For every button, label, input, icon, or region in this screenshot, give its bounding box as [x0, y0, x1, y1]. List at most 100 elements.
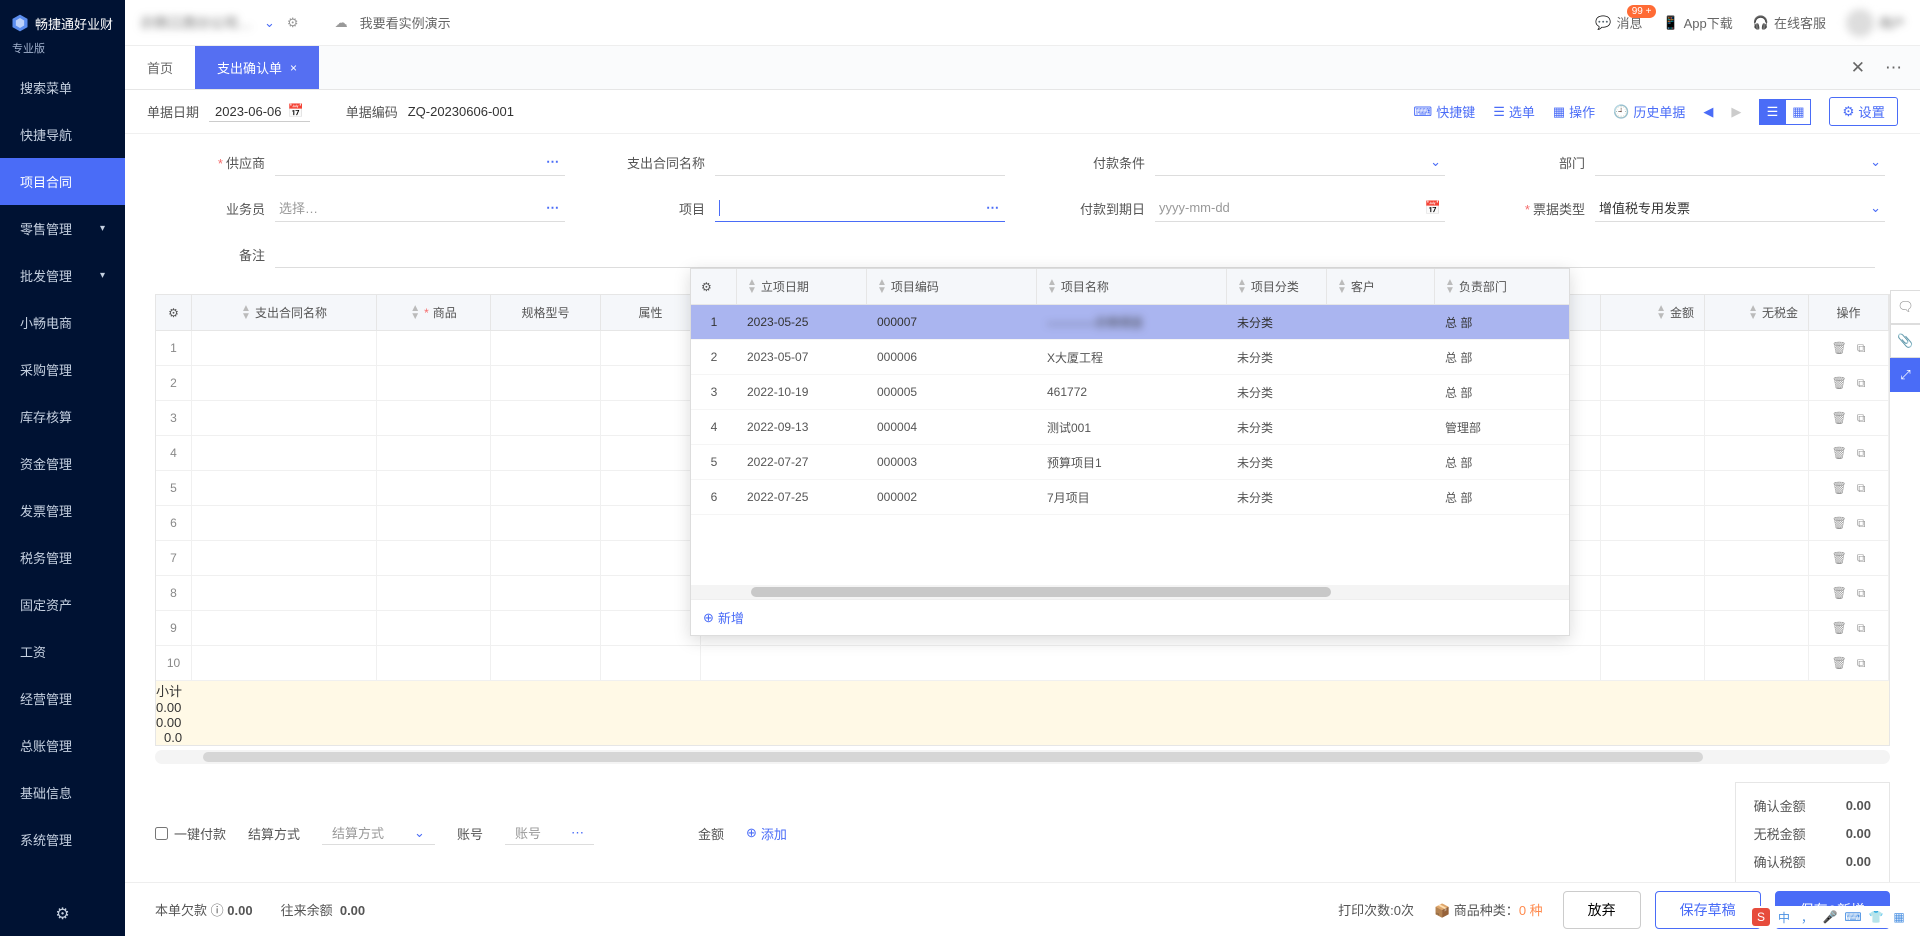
save-draft-button[interactable]: 保存草稿 — [1655, 891, 1761, 929]
paydue-input[interactable]: yyyy-mm-dd📅 — [1155, 194, 1445, 222]
sidebar-item-13[interactable]: 经营管理 — [0, 675, 125, 722]
nav-prev-icon[interactable]: ◀ — [1703, 104, 1713, 120]
salesman-input[interactable]: 选择…⋯ — [275, 194, 565, 222]
sidebar-item-12[interactable]: 工资 — [0, 628, 125, 675]
onekey-pay-checkbox[interactable]: 一键付款 — [155, 824, 226, 843]
col-attr-label[interactable]: 属性 — [638, 304, 662, 321]
sidebar-item-7[interactable]: 库存核算 — [0, 393, 125, 440]
grid-horizontal-scrollbar[interactable] — [155, 750, 1890, 764]
row-copy-icon[interactable]: ⧉ — [1857, 586, 1866, 601]
grid-settings-icon[interactable]: ⚙ — [156, 295, 192, 330]
row-copy-icon[interactable]: ⧉ — [1857, 656, 1866, 671]
row-copy-icon[interactable]: ⧉ — [1857, 411, 1866, 426]
popup-horizontal-scrollbar[interactable] — [691, 585, 1569, 599]
rail-comment-icon[interactable]: 🗨 — [1890, 290, 1920, 324]
nav-next-icon[interactable]: ▶ — [1731, 104, 1741, 120]
lookup-icon[interactable]: ⋯ — [986, 200, 1001, 216]
row-copy-icon[interactable]: ⧉ — [1857, 376, 1866, 391]
dept-select[interactable]: ⌄ — [1595, 148, 1885, 176]
chevron-down-icon[interactable]: ⌄ — [1870, 154, 1881, 170]
table-row[interactable]: 10🗑⧉ — [156, 646, 1889, 681]
row-copy-icon[interactable]: ⧉ — [1857, 516, 1866, 531]
sidebar-item-14[interactable]: 总账管理 — [0, 722, 125, 769]
doc-date-input[interactable]: 2023-06-06 📅 — [209, 101, 310, 122]
row-delete-icon[interactable]: 🗑 — [1832, 621, 1847, 635]
user-avatar[interactable]: 用户 — [1846, 9, 1905, 37]
col-goods-label[interactable]: 商品 — [433, 304, 457, 321]
row-copy-icon[interactable]: ⧉ — [1857, 446, 1866, 461]
project-option-row[interactable]: 62022-07-250000027月项目未分类总 部 — [691, 480, 1569, 515]
popup-col-dept[interactable]: 负责部门 — [1459, 278, 1507, 295]
project-option-row[interactable]: 42022-09-13000004测试001未分类管理部 — [691, 410, 1569, 445]
popup-col-name[interactable]: 项目名称 — [1061, 278, 1109, 295]
chevron-down-icon[interactable]: ⌄ — [1870, 200, 1881, 216]
tab-close-icon[interactable]: × — [290, 61, 297, 75]
sidebar-item-9[interactable]: 发票管理 — [0, 487, 125, 534]
project-option-row[interactable]: 32022-10-19000005461772未分类总 部 — [691, 375, 1569, 410]
ime-logo-icon[interactable]: S — [1752, 908, 1770, 926]
ime-keyboard-icon[interactable]: ⌨ — [1844, 908, 1862, 926]
view-list-button[interactable]: ☰ — [1759, 99, 1785, 125]
sidebar-item-16[interactable]: 系统管理 — [0, 816, 125, 863]
tab-expense-confirm[interactable]: 支出确认单 × — [195, 46, 319, 89]
online-service-button[interactable]: 🎧 在线客服 — [1753, 13, 1826, 32]
row-delete-icon[interactable]: 🗑 — [1832, 656, 1847, 670]
sidebar-item-0[interactable]: 搜索菜单 — [0, 64, 125, 111]
project-option-row[interactable]: 12023-05-25000007————示例项目未分类总 部 — [691, 305, 1569, 340]
row-delete-icon[interactable]: 🗑 — [1832, 411, 1847, 425]
col-amount-label[interactable]: 金额 — [1670, 304, 1694, 321]
sidebar-item-2[interactable]: 项目合同 — [0, 158, 125, 205]
onekey-pay-input[interactable] — [155, 827, 168, 840]
sidebar-item-15[interactable]: 基础信息 — [0, 769, 125, 816]
sidebar-item-3[interactable]: 零售管理▾ — [0, 205, 125, 252]
tab-home[interactable]: 首页 — [125, 46, 195, 89]
row-delete-icon[interactable]: 🗑 — [1832, 516, 1847, 530]
settle-method-select[interactable]: 结算方式⌄ — [322, 821, 435, 845]
ime-lang-icon[interactable]: 中 — [1775, 908, 1793, 926]
discard-button[interactable]: 放弃 — [1563, 891, 1641, 929]
row-delete-icon[interactable]: 🗑 — [1832, 586, 1847, 600]
row-copy-icon[interactable]: ⧉ — [1857, 621, 1866, 636]
rail-attachment-icon[interactable]: 📎 — [1890, 324, 1920, 358]
ime-toolbar[interactable]: S 中 ， 🎤 ⌨ 👕 ▦ — [1746, 906, 1914, 928]
history-link[interactable]: 🕘历史单据 — [1613, 102, 1685, 121]
company-name[interactable]: 示例江西分公司… — [140, 13, 252, 33]
ime-skin-icon[interactable]: 👕 — [1867, 908, 1885, 926]
select-bill-link[interactable]: ☰选单 — [1493, 102, 1535, 121]
operations-link[interactable]: ▦操作 — [1553, 102, 1595, 121]
row-copy-icon[interactable]: ⧉ — [1857, 551, 1866, 566]
contract-name-input[interactable] — [715, 148, 1005, 176]
popup-col-date[interactable]: 立项日期 — [761, 278, 809, 295]
rail-expand-icon[interactable]: ⤢ — [1890, 358, 1920, 392]
row-copy-icon[interactable]: ⧉ — [1857, 341, 1866, 356]
sidebar-item-5[interactable]: 小畅电商 — [0, 299, 125, 346]
ime-menu-icon[interactable]: ▦ — [1890, 908, 1908, 926]
demo-link[interactable]: 我要看实例演示 — [360, 13, 451, 32]
lookup-icon[interactable]: ⋯ — [546, 154, 561, 170]
ime-mic-icon[interactable]: 🎤 — [1821, 908, 1839, 926]
row-delete-icon[interactable]: 🗑 — [1832, 341, 1847, 355]
popup-col-code[interactable]: 项目编码 — [891, 278, 939, 295]
row-delete-icon[interactable]: 🗑 — [1832, 481, 1847, 495]
project-option-row[interactable]: 22023-05-07000006X大厦工程未分类总 部 — [691, 340, 1569, 375]
row-delete-icon[interactable]: 🗑 — [1832, 376, 1847, 390]
row-delete-icon[interactable]: 🗑 — [1832, 446, 1847, 460]
settings-button[interactable]: ⚙设置 — [1829, 97, 1898, 126]
supplier-input[interactable]: ⋯ — [275, 148, 565, 176]
tabs-more-icon[interactable]: ⋯ — [1881, 54, 1906, 82]
calendar-icon[interactable]: 📅 — [1425, 200, 1441, 216]
popup-col-cat[interactable]: 项目分类 — [1251, 278, 1299, 295]
project-input[interactable]: ⋯ — [715, 194, 1005, 222]
header-gear-icon[interactable]: ⚙ — [287, 15, 299, 31]
company-switch-chevron-icon[interactable]: ⌄ — [264, 15, 275, 31]
col-amount-notax-label[interactable]: 无税金 — [1762, 304, 1798, 321]
settle-account-input[interactable]: 账号⋯ — [505, 821, 594, 845]
ime-punct-icon[interactable]: ， — [1798, 908, 1816, 926]
popup-gear-icon[interactable]: ⚙ — [691, 269, 737, 304]
settle-add-link[interactable]: ⊕添加 — [746, 824, 787, 843]
sidebar-item-1[interactable]: 快捷导航 — [0, 111, 125, 158]
chevron-down-icon[interactable]: ⌄ — [1430, 154, 1441, 170]
view-card-button[interactable]: ▦ — [1785, 99, 1811, 125]
sidebar-item-11[interactable]: 固定资产 — [0, 581, 125, 628]
sidebar-item-4[interactable]: 批发管理▾ — [0, 252, 125, 299]
